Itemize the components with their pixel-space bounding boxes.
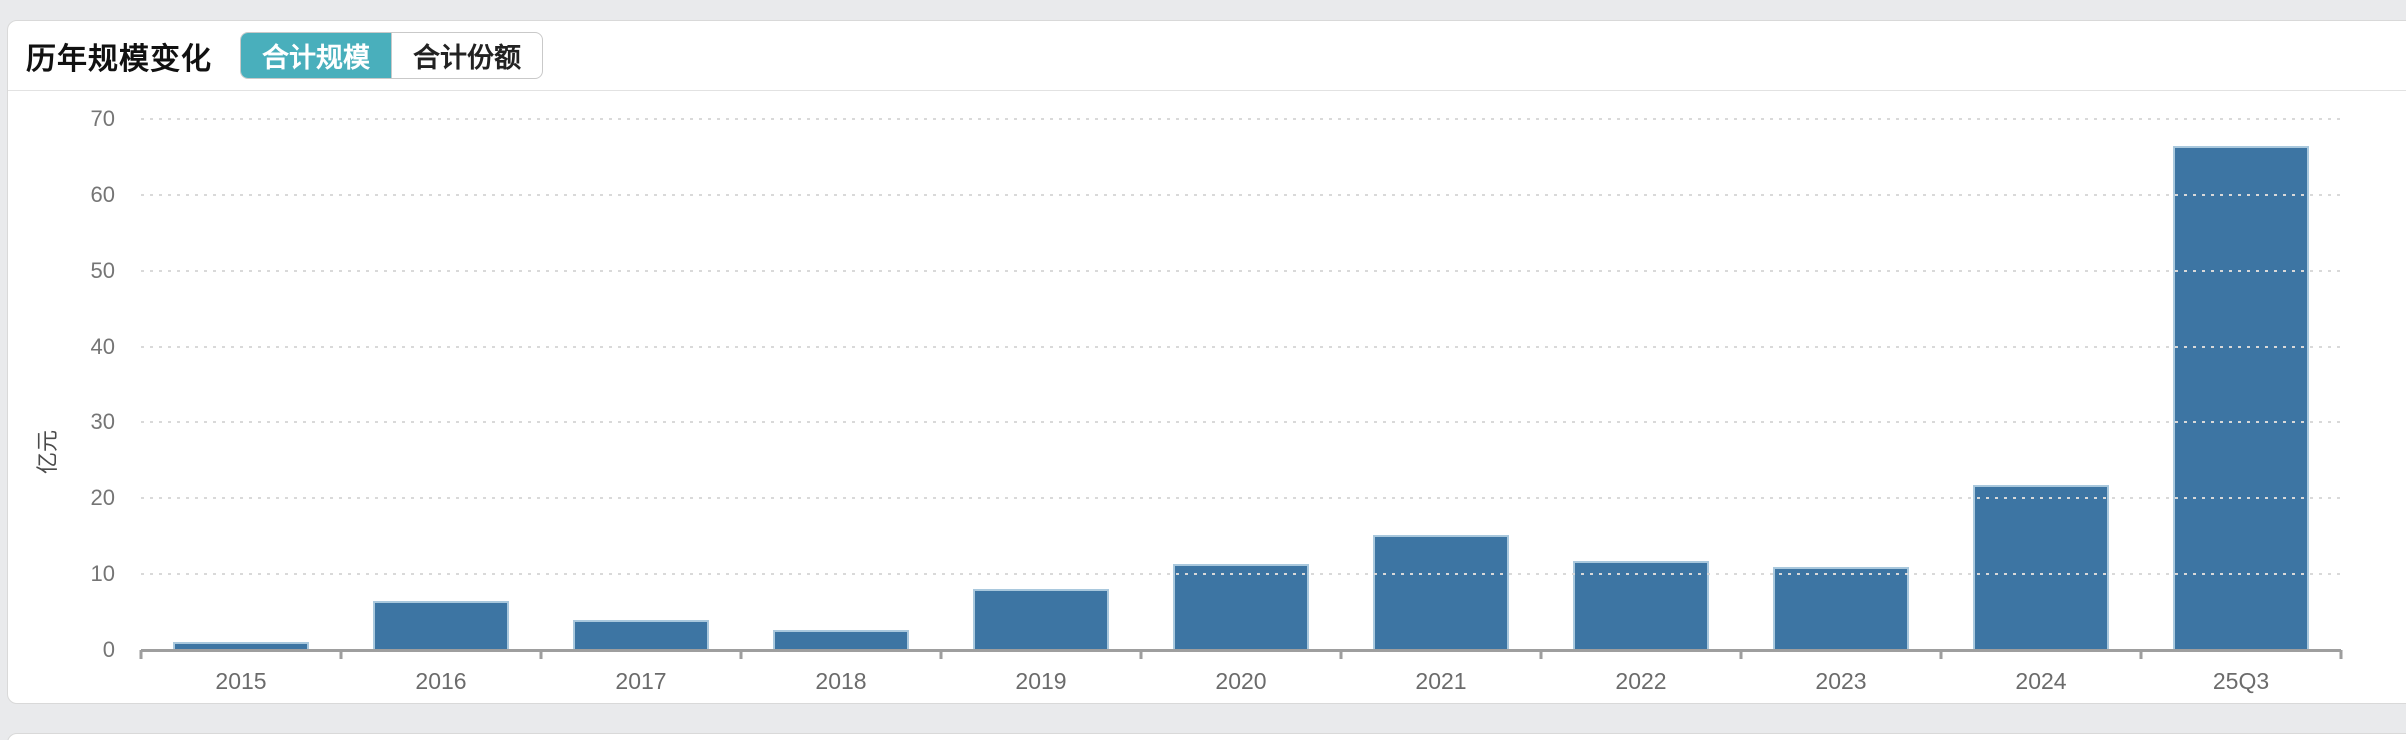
y-axis-label: 30 [90,409,115,435]
chart-card: 历年规模变化 合计规模 合计份额 亿元 0 10 20 30 40 50 60 70 2015 2… [7,20,2406,704]
next-section-card [7,733,2406,740]
gridline [141,269,2341,272]
axis-tick [739,650,743,659]
x-axis-label: 25Q3 [2212,668,2270,694]
page-title: 历年规模变化 [26,42,212,76]
chart-card-header: 历年规模变化 合计规模 合计份额 [8,21,2406,91]
y-axis-label: 60 [90,181,115,207]
y-axis-labels: 0 10 20 30 40 50 60 70 [8,106,115,662]
y-axis-label: 40 [90,333,115,359]
gridline [141,118,2341,120]
bar-band [1341,119,1541,650]
axis-tick [1739,650,1743,659]
plot-area [139,118,2343,659]
axis-tick [2339,650,2343,659]
bar-2021[interactable] [1373,534,1509,650]
y-axis-label: 50 [90,257,115,283]
bar-band [2141,119,2341,650]
y-axis-label: 20 [90,485,115,511]
x-axis-label: 2016 [415,668,467,694]
axis-tick [1139,650,1143,659]
bar-band [1541,119,1741,650]
bar-2022[interactable] [1573,561,1709,650]
axis-tick [1539,650,1543,659]
x-axis-label: 2017 [615,668,667,694]
bar-band [1741,119,1941,650]
axis-tick [939,650,943,659]
bar-2019[interactable] [973,589,1109,650]
x-axis-labels: 2015 2016 2017 2018 2019 2020 2021 2022 2023 2024… [141,668,2341,695]
y-axis-label: 70 [90,106,115,131]
x-axis-label: 2022 [1615,668,1667,694]
x-axis-label: 2015 [215,668,267,694]
bar-band [941,119,1141,650]
x-axis-label: 2024 [2015,668,2067,694]
bar-band [341,119,541,650]
bar-band [1141,119,1341,650]
bar-band [141,119,341,650]
bar-2024[interactable] [1973,484,2109,650]
y-axis-label: 10 [90,561,115,587]
axis-tick [2139,650,2143,659]
tab-total-share[interactable]: 合计份额 [391,33,542,78]
gridline [141,573,2341,576]
x-axis-label: 2019 [1015,668,1067,694]
bar-band [541,119,741,650]
bar-2016[interactable] [373,601,509,650]
gridline [141,193,2341,196]
bar-band [741,119,941,650]
axis-tick [1939,650,1943,659]
bar-2023[interactable] [1773,567,1909,650]
x-axis-label: 2020 [1215,668,1267,694]
y-axis-label: 0 [102,637,115,662]
x-axis-label: 2018 [815,668,867,694]
bar-2020[interactable] [1173,563,1309,650]
axis-tick [339,650,343,659]
bar-series [141,119,2341,650]
axis-tick [539,650,543,659]
axis-tick [139,650,143,659]
bar-chart: 亿元 0 10 20 30 40 50 60 70 2015 2016 2017 2018 2019 2… [8,91,2406,703]
x-axis-label: 2021 [1415,668,1467,694]
axis-tick [1339,650,1343,659]
bar-2018[interactable] [773,630,909,650]
gridline [141,345,2341,348]
bar-2015[interactable] [173,642,309,650]
bar-25Q3[interactable] [2173,146,2309,650]
bar-2017[interactable] [573,620,709,650]
view-toggle: 合计规模 合计份额 [240,32,543,79]
gridline [141,497,2341,500]
x-axis-line [141,649,2341,652]
gridline [141,421,2341,424]
tab-total-scale[interactable]: 合计规模 [241,33,391,78]
x-axis-label: 2023 [1815,668,1867,694]
bar-band [1941,119,2141,650]
